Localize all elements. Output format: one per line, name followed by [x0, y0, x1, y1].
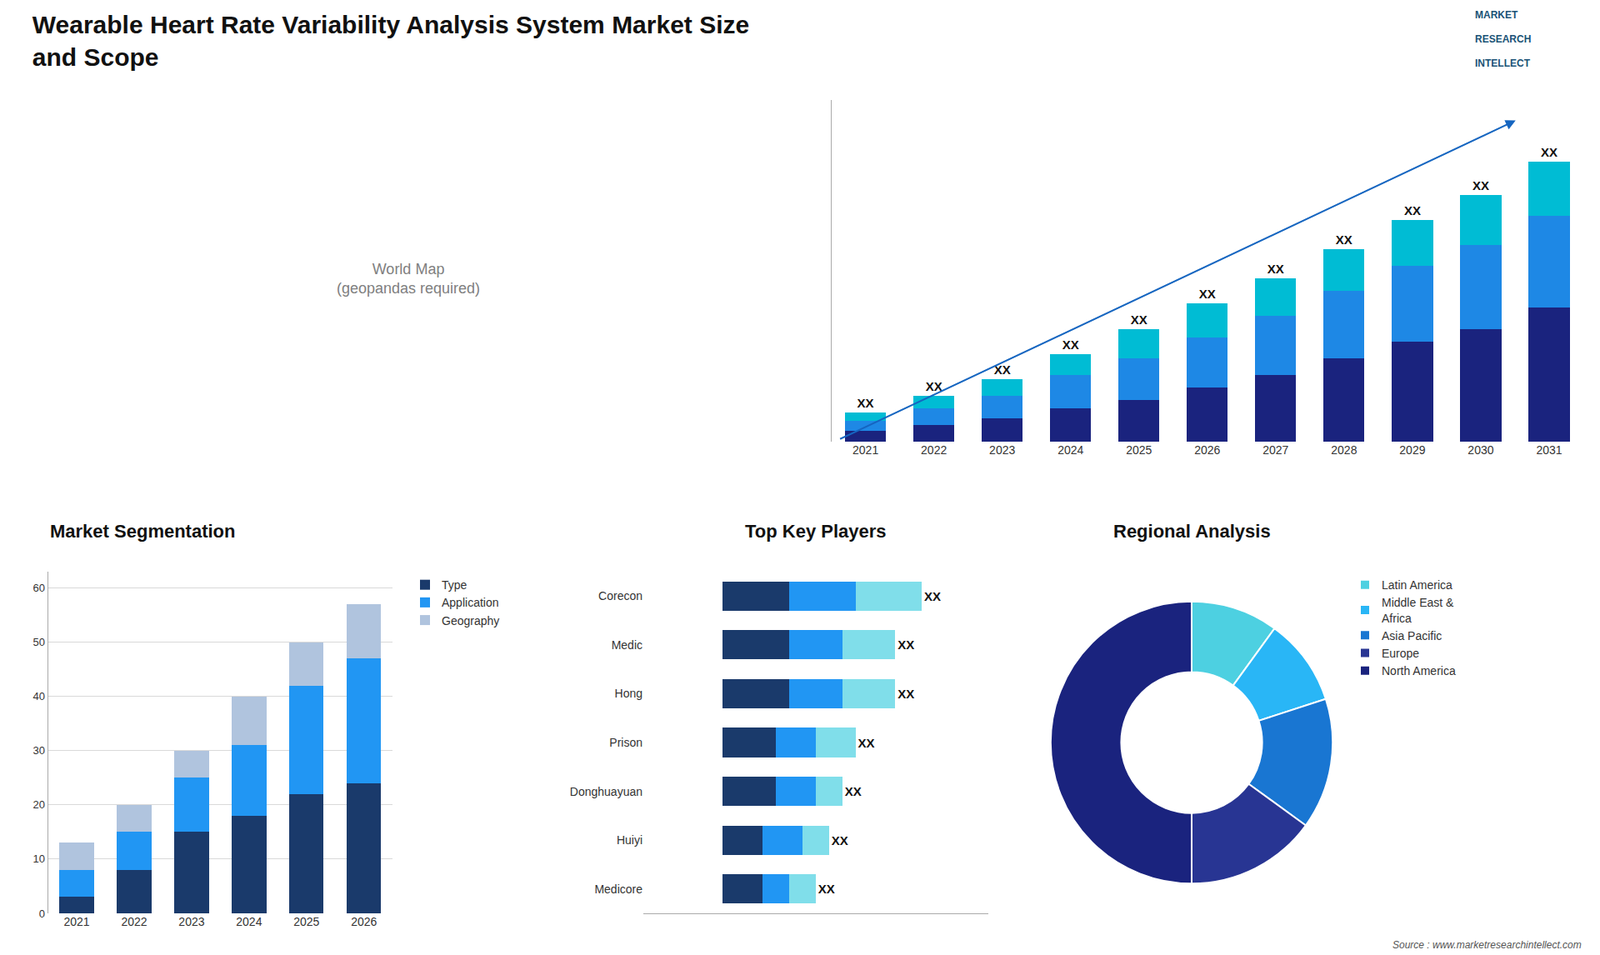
svg-text:XX: XX	[1335, 232, 1353, 247]
svg-text:XX: XX	[1062, 337, 1080, 352]
svg-text:Application: Application	[441, 595, 500, 610]
svg-text:10: 10	[33, 852, 45, 865]
svg-text:RESEARCH: RESEARCH	[1475, 33, 1531, 45]
svg-text:Prison: Prison	[609, 735, 643, 750]
svg-text:2021: 2021	[63, 915, 90, 929]
svg-text:XX: XX	[1472, 178, 1490, 193]
svg-text:Latin America: Latin America	[1381, 578, 1453, 592]
svg-text:XX: XX	[924, 589, 941, 604]
svg-text:XX: XX	[858, 735, 875, 750]
svg-text:XX: XX	[994, 362, 1011, 377]
svg-text:2023: 2023	[178, 915, 205, 929]
svg-text:2024: 2024	[1057, 443, 1084, 457]
svg-text:2023: 2023	[989, 443, 1015, 457]
svg-text:2024: 2024	[235, 915, 262, 929]
svg-text:Medic: Medic	[611, 638, 643, 652]
svg-text:0: 0	[39, 907, 45, 920]
svg-text:XX: XX	[1404, 203, 1421, 218]
svg-text:60: 60	[33, 581, 45, 595]
svg-text:Europe: Europe	[1381, 646, 1420, 660]
svg-text:40: 40	[33, 690, 45, 703]
svg-text:50: 50	[33, 635, 45, 649]
svg-text:Regional Analysis: Regional Analysis	[1113, 520, 1271, 542]
svg-text:XX: XX	[1267, 261, 1285, 276]
svg-text:XX: XX	[897, 686, 915, 701]
svg-text:XX: XX	[857, 395, 875, 410]
svg-text:XX: XX	[897, 637, 915, 652]
svg-text:2027: 2027	[1262, 443, 1289, 457]
svg-text:2022: 2022	[120, 915, 147, 929]
svg-text:Medicore: Medicore	[594, 882, 643, 896]
svg-text:Corecon: Corecon	[598, 589, 643, 603]
svg-text:2025: 2025	[293, 915, 320, 929]
svg-text:2025: 2025	[1125, 443, 1152, 457]
svg-text:Top Key Players: Top Key Players	[745, 520, 887, 542]
svg-text:XX: XX	[831, 833, 849, 848]
svg-text:MARKET: MARKET	[1475, 9, 1519, 21]
svg-text:Huiyi: Huiyi	[616, 833, 643, 847]
svg-text:XX: XX	[845, 784, 862, 799]
svg-text:Source : www.marketresearchint: Source : www.marketresearchintellect.com	[1392, 939, 1582, 951]
svg-text:30: 30	[33, 744, 45, 757]
svg-text:2029: 2029	[1399, 443, 1425, 457]
svg-text:XX: XX	[925, 379, 943, 394]
svg-text:North America: North America	[1381, 664, 1456, 678]
svg-text:2026: 2026	[1194, 443, 1220, 457]
svg-text:2026: 2026	[350, 915, 377, 929]
svg-text:2022: 2022	[920, 443, 947, 457]
svg-text:2021: 2021	[852, 443, 879, 457]
svg-text:Hong: Hong	[615, 686, 643, 700]
svg-text:Geography: Geography	[441, 614, 500, 628]
svg-text:Donghuayuan: Donghuayuan	[570, 785, 643, 799]
svg-text:XX: XX	[818, 881, 835, 896]
svg-text:2030: 2030	[1467, 443, 1494, 457]
svg-text:World Map(geopandas required): World Map(geopandas required)	[336, 260, 480, 297]
svg-text:XX: XX	[1540, 145, 1558, 160]
svg-text:2031: 2031	[1535, 443, 1562, 457]
svg-text:2028: 2028	[1330, 443, 1357, 457]
svg-text:Asia Pacific: Asia Pacific	[1381, 629, 1442, 643]
svg-text:Middle East &Africa: Middle East &Africa	[1381, 595, 1455, 625]
svg-text:XX: XX	[1199, 286, 1216, 301]
svg-text:XX: XX	[1130, 312, 1148, 327]
svg-text:Market Segmentation: Market Segmentation	[50, 520, 236, 542]
svg-text:Wearable Heart Rate Variabilit: Wearable Heart Rate Variability Analysis…	[32, 10, 750, 71]
svg-text:20: 20	[33, 798, 45, 811]
svg-text:INTELLECT: INTELLECT	[1475, 57, 1531, 70]
svg-text:Type: Type	[441, 578, 468, 592]
